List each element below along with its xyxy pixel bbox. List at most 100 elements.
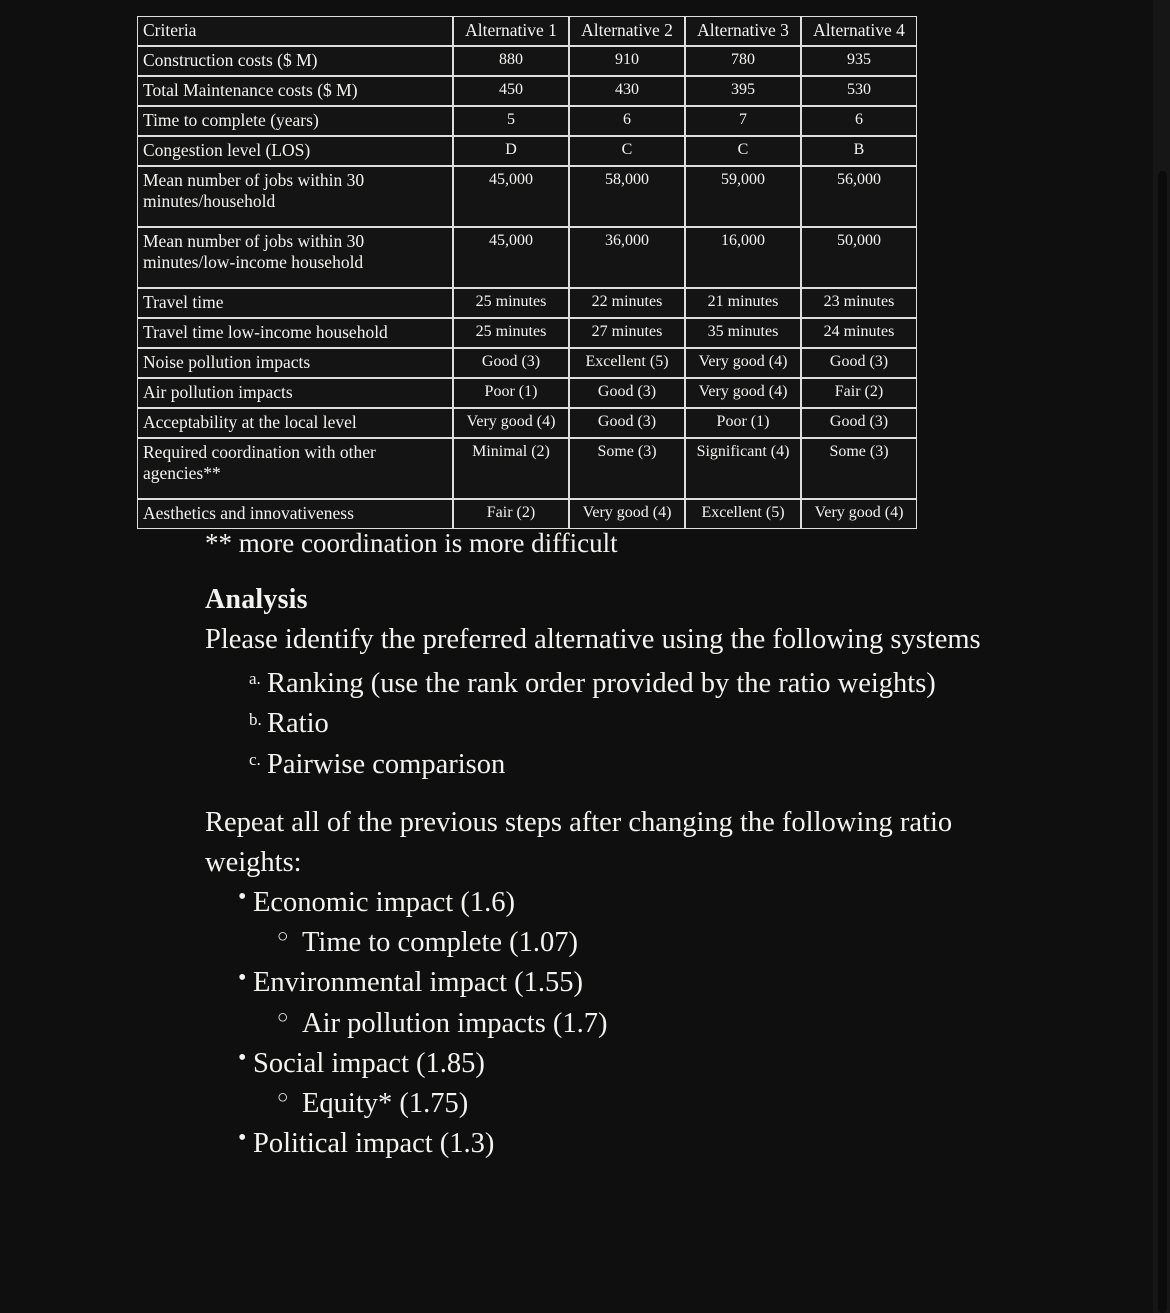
- value-cell: 45,000: [453, 227, 569, 288]
- value-cell: Very good (4): [685, 348, 801, 378]
- criteria-cell: Travel time: [137, 288, 453, 318]
- value-cell: C: [685, 136, 801, 166]
- value-cell: 27 minutes: [569, 318, 685, 348]
- value-cell: 36,000: [569, 227, 685, 288]
- analysis-heading: Analysis: [205, 584, 308, 616]
- header-cell-alternative-1: Alternative 1: [453, 16, 569, 46]
- weight-item-level-1: • Political impact (1.3): [205, 1124, 1045, 1164]
- value-cell: Good (3): [569, 408, 685, 438]
- value-cell: 16,000: [685, 227, 801, 288]
- method-label: Ranking (use the rank order provided by …: [267, 668, 936, 700]
- table-row: Air pollution impacts Poor (1) Good (3) Ver…: [137, 378, 917, 408]
- filled-bullet-icon: •: [238, 1125, 247, 1152]
- value-cell: 24 minutes: [801, 318, 917, 348]
- weight-item-level-2: ○ Equity* (1.75): [205, 1084, 1045, 1124]
- value-cell: 780: [685, 46, 801, 76]
- vertical-scrollbar-thumb[interactable]: [1158, 171, 1167, 1313]
- value-cell: Excellent (5): [685, 499, 801, 529]
- value-cell: Fair (2): [801, 378, 917, 408]
- table-row: Construction costs ($ M) 880 910 780 935: [137, 46, 917, 76]
- header-cell-alternative-4: Alternative 4: [801, 16, 917, 46]
- repeat-intro-text: Repeat all of the previous steps after c…: [205, 806, 953, 878]
- criteria-cell: Travel time low-income household: [137, 318, 453, 348]
- value-cell: Excellent (5): [569, 348, 685, 378]
- criteria-cell: Acceptability at the local level: [137, 408, 453, 438]
- value-cell: Very good (4): [569, 499, 685, 529]
- value-cell: Significant (4): [685, 438, 801, 499]
- hollow-bullet-icon: ○: [277, 1087, 289, 1109]
- method-label: Pairwise comparison: [267, 748, 506, 780]
- method-marker: a.: [249, 669, 261, 689]
- value-cell: 23 minutes: [801, 288, 917, 318]
- value-cell: 880: [453, 46, 569, 76]
- value-cell: 21 minutes: [685, 288, 801, 318]
- value-cell: 59,000: [685, 166, 801, 227]
- filled-bullet-icon: •: [238, 884, 247, 911]
- criteria-cell: Mean number of jobs within 30 minutes/ho…: [137, 166, 453, 227]
- table-row: Travel time low-income household 25 minut…: [137, 318, 917, 348]
- value-cell: Fair (2): [453, 499, 569, 529]
- method-label: Ratio: [267, 708, 329, 740]
- weight-label: Air pollution impacts (1.7): [302, 1007, 608, 1039]
- vertical-scrollbar-track[interactable]: [1153, 0, 1170, 1313]
- method-marker: c.: [249, 749, 261, 769]
- method-marker: b.: [249, 709, 262, 729]
- table-row: Mean number of jobs within 30 minutes/lo…: [137, 227, 917, 288]
- method-item: c. Pairwise comparison: [205, 745, 1045, 785]
- criteria-table-body: Criteria Alternative 1 Alternative 2 Altern…: [137, 16, 917, 529]
- value-cell: 50,000: [801, 227, 917, 288]
- criteria-cell: Required coordination with other agencie…: [137, 438, 453, 499]
- header-cell-criteria: Criteria: [137, 16, 453, 46]
- value-cell: 935: [801, 46, 917, 76]
- criteria-cell: Aesthetics and innovativeness: [137, 499, 453, 529]
- table-row: Mean number of jobs within 30 minutes/ho…: [137, 166, 917, 227]
- value-cell: Good (3): [801, 408, 917, 438]
- table-row: Noise pollution impacts Good (3) Excellent…: [137, 348, 917, 378]
- hollow-bullet-icon: ○: [277, 926, 289, 948]
- value-cell: Minimal (2): [453, 438, 569, 499]
- value-cell: Poor (1): [685, 408, 801, 438]
- value-cell: Very good (4): [453, 408, 569, 438]
- table-row: Required coordination with other agencie…: [137, 438, 917, 499]
- value-cell: 6: [801, 106, 917, 136]
- value-cell: Some (3): [801, 438, 917, 499]
- method-item: b. Ratio: [205, 704, 1045, 744]
- value-cell: 35 minutes: [685, 318, 801, 348]
- value-cell: Good (3): [453, 348, 569, 378]
- header-cell-alternative-3: Alternative 3: [685, 16, 801, 46]
- table-row: Travel time 25 minutes 22 minutes 21 minute…: [137, 288, 917, 318]
- weight-item-level-2: ○ Time to complete (1.07): [205, 923, 1045, 963]
- value-cell: 56,000: [801, 166, 917, 227]
- criteria-table: Criteria Alternative 1 Alternative 2 Altern…: [137, 16, 917, 529]
- criteria-table-container: Criteria Alternative 1 Alternative 2 Altern…: [137, 16, 917, 529]
- table-row: Time to complete (years) 5 6 7 6: [137, 106, 917, 136]
- weight-label: Equity* (1.75): [302, 1087, 469, 1119]
- value-cell: 45,000: [453, 166, 569, 227]
- footnote-coordination: ** more coordination is more difficult: [205, 528, 618, 558]
- table-row: Congestion level (LOS) D C C B: [137, 136, 917, 166]
- hollow-bullet-icon: ○: [277, 1006, 289, 1028]
- value-cell: 6: [569, 106, 685, 136]
- value-cell: Some (3): [569, 438, 685, 499]
- value-cell: C: [569, 136, 685, 166]
- value-cell: 25 minutes: [453, 288, 569, 318]
- value-cell: 395: [685, 76, 801, 106]
- value-cell: 530: [801, 76, 917, 106]
- criteria-cell: Air pollution impacts: [137, 378, 453, 408]
- criteria-cell: Congestion level (LOS): [137, 136, 453, 166]
- weight-label: Social impact (1.85): [253, 1047, 485, 1079]
- value-cell: 25 minutes: [453, 318, 569, 348]
- weight-label: Time to complete (1.07): [302, 927, 578, 959]
- value-cell: Very good (4): [801, 499, 917, 529]
- ratio-weights-list: • Economic impact (1.6) ○ Time to complete …: [205, 883, 1045, 1164]
- weight-item-level-2: ○ Air pollution impacts (1.7): [205, 1004, 1045, 1044]
- value-cell: 450: [453, 76, 569, 106]
- value-cell: Poor (1): [453, 378, 569, 408]
- filled-bullet-icon: •: [238, 964, 247, 991]
- criteria-cell: Noise pollution impacts: [137, 348, 453, 378]
- value-cell: 7: [685, 106, 801, 136]
- weight-item-level-1: • Economic impact (1.6): [205, 883, 1045, 923]
- weight-item-level-1: • Social impact (1.85): [205, 1044, 1045, 1084]
- value-cell: 22 minutes: [569, 288, 685, 318]
